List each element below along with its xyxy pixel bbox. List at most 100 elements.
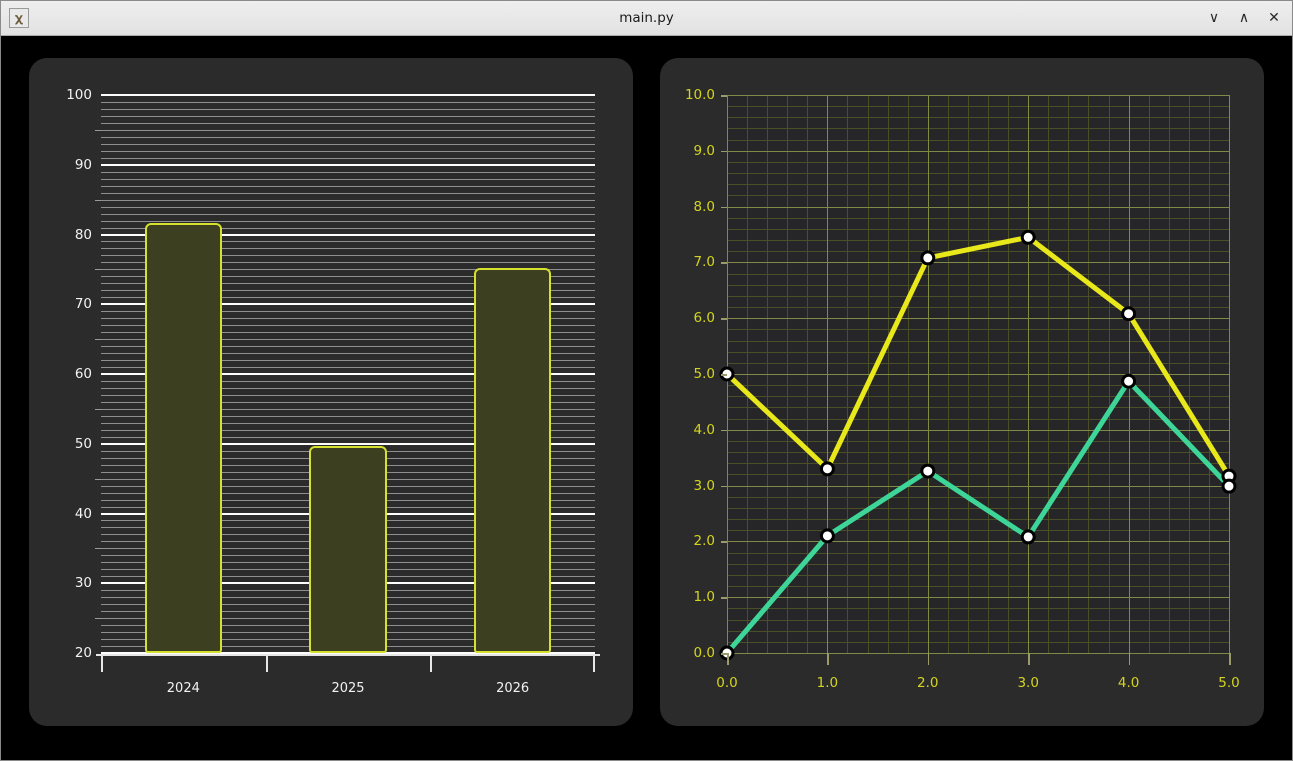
bar-minor-gridline [101, 360, 595, 362]
data-point-marker[interactable] [1121, 306, 1137, 322]
bar-minor-gridline [101, 220, 595, 222]
line-minor-gridline-h [727, 362, 1229, 364]
bar-minor-gridline [101, 255, 595, 257]
bar-minor-gridline [101, 429, 595, 431]
line-major-gridline-h [727, 95, 1229, 96]
data-point-marker[interactable] [819, 461, 835, 477]
bar-minor-gridline [101, 108, 595, 110]
bar-x-tick-label: 2025 [331, 681, 365, 696]
line-y-tick-label: 2.0 [693, 533, 715, 550]
window-controls: ∨ ∧ ✕ [1206, 10, 1282, 26]
line-minor-gridline-h [727, 184, 1229, 186]
line-x-tick-mark [727, 653, 729, 665]
bar-2024[interactable] [144, 223, 223, 653]
line-minor-gridline-h [727, 619, 1229, 621]
line-y-tick-mark [721, 206, 727, 209]
line-minor-gridline-h [727, 139, 1229, 141]
line-minor-gridline-h [727, 195, 1229, 197]
bar-x-tick-label: 2026 [496, 681, 530, 696]
bar-minor-gridline [101, 283, 595, 285]
line-minor-gridline-h [727, 463, 1229, 465]
bar-minor-gridline [101, 276, 595, 278]
charts-container: 20 30 40 50 60 70 80 90 100 2024 2025 2026 0.0 1.0 2… [1, 36, 1292, 760]
data-point-marker[interactable] [1020, 529, 1036, 545]
bar-y-tick-label: 40 [74, 505, 92, 522]
line-y-tick-label: 3.0 [693, 477, 715, 494]
line-minor-gridline-h [727, 217, 1229, 219]
line-y-tick-label: 5.0 [693, 366, 715, 382]
data-point-marker[interactable] [920, 250, 936, 266]
line-major-gridline-h [727, 485, 1229, 487]
line-minor-gridline-h [727, 440, 1229, 442]
line-minor-gridline-h [727, 273, 1229, 275]
maximize-button[interactable]: ∧ [1238, 10, 1250, 26]
bar-minor-gridline [101, 311, 595, 313]
bar-y-tick-label: 90 [74, 156, 92, 173]
line-y-tick-label: 10.0 [684, 87, 715, 103]
line-minor-gridline-h [727, 117, 1229, 119]
bar-minor-gridline [101, 290, 595, 292]
line-minor-gridline-h [727, 240, 1229, 242]
line-y-tick-mark [721, 262, 727, 264]
bar-major-gridline [101, 303, 595, 306]
line-minor-gridline-h [727, 407, 1229, 409]
bar-major-gridline [101, 373, 595, 375]
bar-minor-gridline [101, 192, 595, 194]
bar-major-gridline [101, 94, 595, 96]
line-major-gridline-h [727, 262, 1229, 264]
line-x-tick-label: 2.0 [917, 675, 939, 691]
line-chart-plot-area: 0.0 1.0 2.0 3.0 4.0 5.0 6.0 7.0 8.0 9.0 10.0 0.0 1.0… [685, 87, 1240, 691]
bar-2025[interactable] [309, 445, 387, 653]
line-minor-gridline-h [727, 396, 1229, 398]
line-minor-gridline-h [727, 452, 1229, 454]
line-x-tick-mark [1229, 653, 1231, 665]
data-point-marker[interactable] [1020, 229, 1036, 245]
line-y-tick-mark [721, 541, 727, 543]
line-minor-gridline-h [727, 586, 1229, 588]
line-minor-gridline-h [727, 530, 1229, 532]
window-title: main.py [619, 10, 674, 26]
line-y-tick-mark [721, 150, 727, 153]
bar-minor-gridline [101, 227, 595, 229]
line-y-tick-label: 6.0 [693, 310, 715, 327]
bar-minor-gridline [101, 346, 595, 348]
bar-minor-tick [95, 269, 101, 271]
line-y-tick-label: 8.0 [693, 198, 715, 215]
line-minor-gridline-h [727, 307, 1229, 309]
bar-y-tick-label: 60 [74, 366, 92, 382]
data-point-marker[interactable] [920, 463, 936, 479]
bar-minor-tick [95, 478, 101, 480]
bar-minor-gridline [101, 353, 595, 355]
data-point-marker[interactable] [1221, 478, 1237, 494]
line-minor-gridline-h [727, 295, 1229, 297]
line-chart-card: 0.0 1.0 2.0 3.0 4.0 5.0 6.0 7.0 8.0 9.0 10.0 0.0 1.0… [660, 58, 1264, 726]
line-major-gridline-h [727, 541, 1229, 543]
bar-x-tick-label: 2024 [166, 681, 200, 696]
line-y-tick-label: 0.0 [693, 645, 715, 661]
bar-2026[interactable] [473, 267, 552, 653]
bar-minor-gridline [101, 129, 595, 131]
line-minor-gridline-h [727, 340, 1229, 342]
line-minor-gridline-h [727, 228, 1229, 230]
line-minor-gridline-h [727, 351, 1229, 353]
bar-minor-gridline [101, 332, 595, 334]
line-y-tick-label: 4.0 [693, 421, 715, 438]
data-point-marker[interactable] [1121, 373, 1137, 389]
line-minor-gridline-h [727, 474, 1229, 476]
bar-y-tick-label: 50 [74, 435, 92, 452]
bar-minor-gridline [101, 241, 595, 243]
line-minor-gridline-h [727, 608, 1229, 610]
bar-minor-gridline [101, 387, 595, 389]
bar-minor-gridline [101, 415, 595, 417]
data-point-marker[interactable] [819, 528, 835, 544]
bar-minor-gridline [101, 394, 595, 396]
line-y-tick-mark [721, 597, 727, 599]
bar-y-tick-label: 30 [74, 575, 92, 592]
line-y-tick-mark [721, 318, 727, 320]
minimize-button[interactable]: ∨ [1208, 10, 1220, 26]
bar-major-gridline [101, 233, 595, 236]
line-y-tick-mark [721, 485, 727, 488]
bar-minor-gridline [101, 248, 595, 250]
close-button[interactable]: ✕ [1268, 10, 1280, 26]
bar-y-tick-label: 20 [74, 645, 92, 661]
